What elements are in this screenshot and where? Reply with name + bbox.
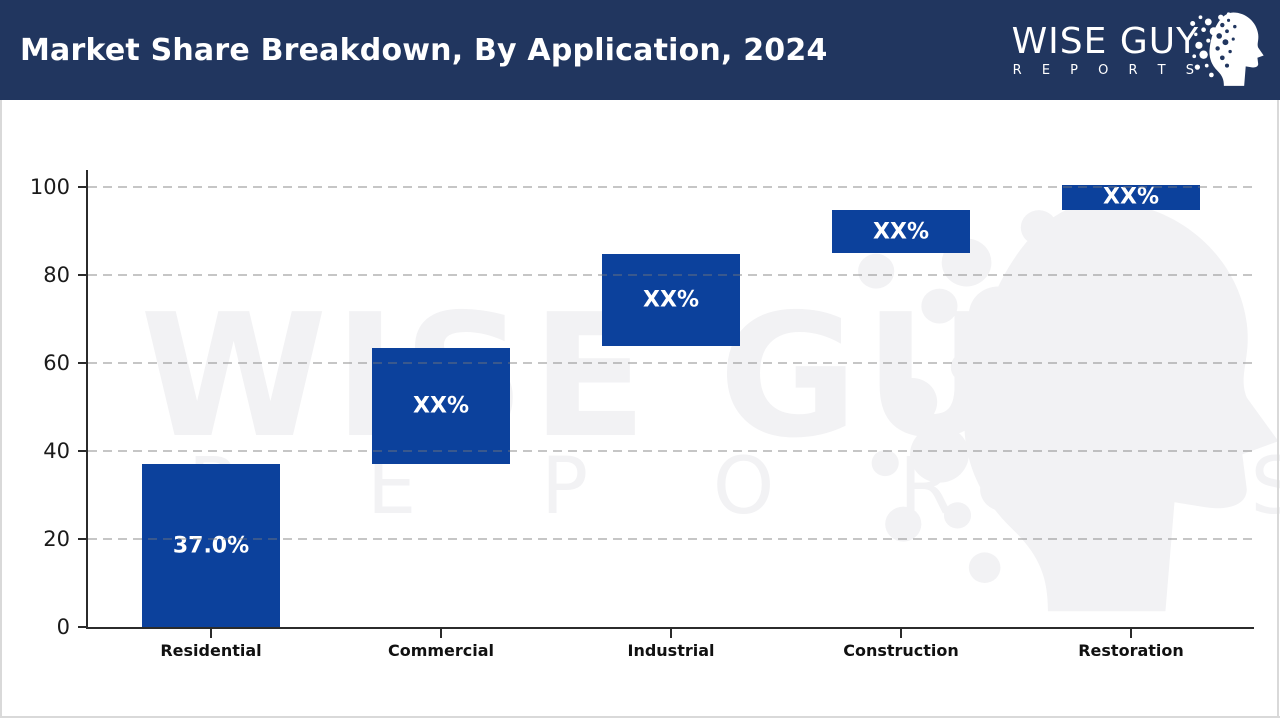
bar-value-label-construction: XX% bbox=[873, 219, 929, 245]
brand-head-icon bbox=[1190, 12, 1264, 86]
bar-restoration: XX% bbox=[1062, 184, 1200, 211]
x-tick-restoration bbox=[1130, 629, 1132, 638]
y-tick-label-20: 20 bbox=[43, 527, 70, 552]
y-tick-20 bbox=[78, 538, 86, 541]
bar-value-label-residential: 37.0% bbox=[172, 533, 250, 559]
bar-industrial: XX% bbox=[602, 254, 740, 346]
page-border-bottom bbox=[0, 716, 1280, 718]
x-tick-label-restoration: Restoration bbox=[1078, 641, 1184, 660]
bar-residential: 37.0% bbox=[142, 464, 280, 627]
watermark-head-icon bbox=[858, 194, 1279, 612]
brand-logo: WISE GUY R E P O R T S bbox=[1009, 7, 1266, 93]
y-tick-label-80: 80 bbox=[43, 263, 70, 288]
page-border-left bbox=[0, 100, 2, 718]
x-tick-label-industrial: Industrial bbox=[627, 641, 715, 660]
y-tick-label-60: 60 bbox=[43, 351, 70, 376]
page-border-right bbox=[1277, 100, 1279, 718]
y-tick-label-40: 40 bbox=[43, 439, 70, 464]
brand-logo-text: WISE GUY R E P O R T S bbox=[1009, 20, 1202, 78]
header-bar: Market Share Breakdown, By Application, … bbox=[0, 0, 1280, 100]
chart-plot-area: WISE GUY R E P O R T S 0 20 40 60 80 100 37.0%… bbox=[30, 170, 1280, 660]
y-axis-line bbox=[86, 170, 88, 629]
gridline-40 bbox=[88, 450, 1254, 453]
gridline-20 bbox=[88, 538, 1254, 541]
gridline-80 bbox=[88, 274, 1254, 277]
y-tick-60 bbox=[78, 362, 86, 365]
x-tick-industrial bbox=[670, 629, 672, 638]
y-tick-label-100: 100 bbox=[29, 175, 70, 200]
gridline-60 bbox=[88, 362, 1254, 365]
y-tick-100 bbox=[78, 186, 86, 189]
x-tick-residential bbox=[210, 629, 212, 638]
y-tick-80 bbox=[78, 274, 86, 277]
bar-value-label-industrial: XX% bbox=[643, 287, 699, 313]
y-tick-label-0: 0 bbox=[56, 615, 70, 639]
y-tick-40 bbox=[78, 450, 86, 453]
bar-value-label-restoration: XX% bbox=[1103, 184, 1159, 210]
chart-title: Market Share Breakdown, By Application, … bbox=[20, 32, 828, 68]
brand-subtitle: R E P O R T S bbox=[1012, 62, 1202, 78]
x-axis-line bbox=[86, 627, 1254, 629]
gridline-100 bbox=[88, 186, 1254, 189]
y-tick-0 bbox=[78, 626, 86, 628]
bar-commercial: XX% bbox=[372, 347, 510, 465]
x-tick-label-commercial: Commercial bbox=[387, 641, 495, 660]
bar-value-label-commercial: XX% bbox=[413, 393, 469, 419]
x-tick-label-residential: Residential bbox=[160, 641, 262, 660]
x-tick-label-construction: Construction bbox=[843, 641, 959, 660]
x-tick-construction bbox=[900, 629, 902, 638]
x-tick-commercial bbox=[440, 629, 442, 638]
brand-name: WISE GUY bbox=[1011, 20, 1200, 62]
bar-construction: XX% bbox=[832, 210, 970, 254]
